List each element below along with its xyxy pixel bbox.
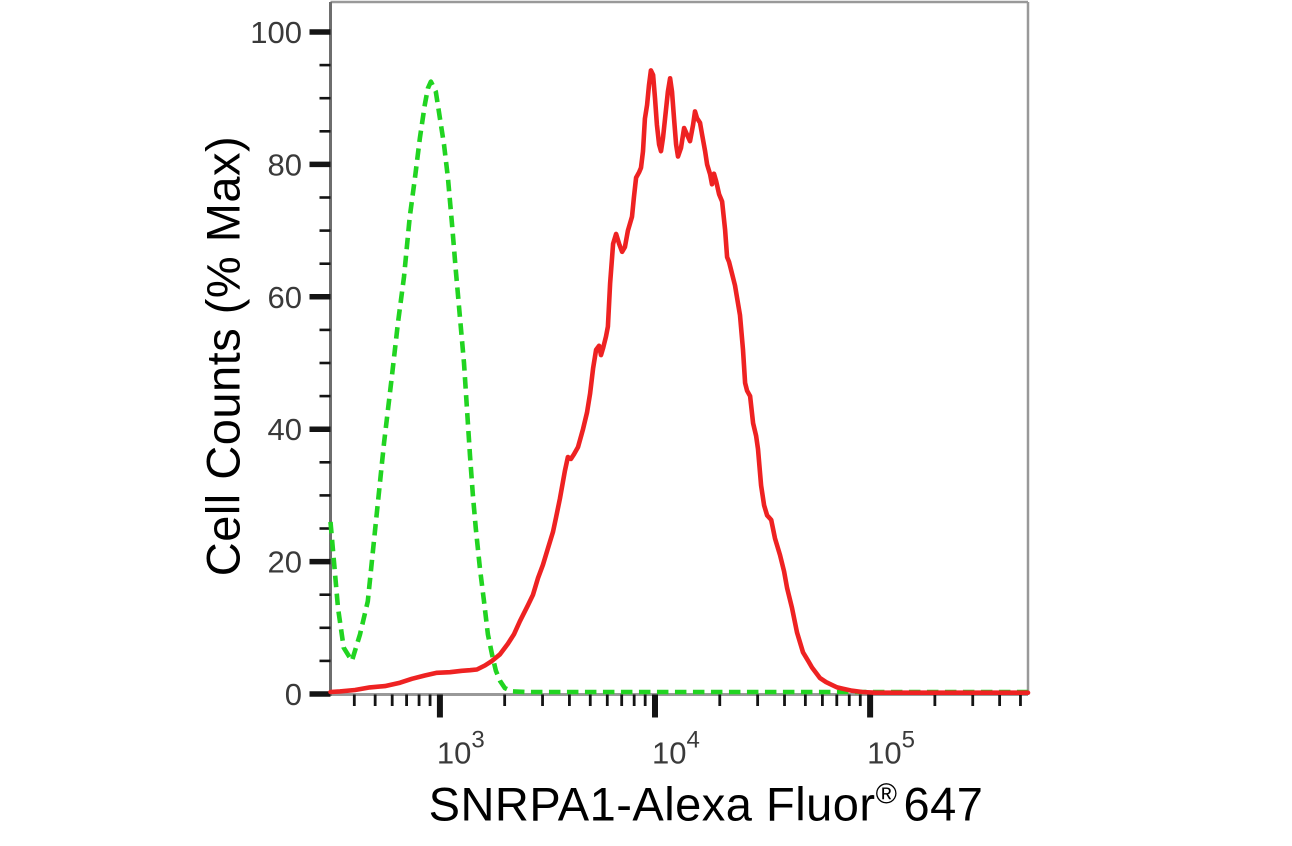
y-axis-title-text: Cell Counts (% Max): [196, 135, 250, 577]
x-axis-title: SNRPA1-Alexa Fluor® 647: [429, 777, 984, 832]
x-tick-label: 104: [652, 727, 700, 771]
y-tick-label: 0: [285, 677, 302, 712]
y-axis-title: Cell Counts (% Max): [196, 136, 251, 576]
x-axis-title-suffix: 647: [903, 777, 984, 831]
y-tick-label: 20: [268, 545, 302, 580]
registered-trademark-symbol: ®: [875, 778, 898, 811]
x-axis-tick-labels: 103 104 105: [437, 727, 915, 771]
plot-frame: [328, 0, 1030, 696]
red-solid-curve: [328, 68, 1031, 696]
y-tick-label: 100: [250, 15, 302, 50]
y-tick-label: 60: [268, 280, 302, 315]
x-axis-title-text: SNRPA1-Alexa Fluor: [428, 777, 876, 831]
y-axis-ticks: [309, 29, 331, 697]
x-axis-ticks: [352, 694, 1022, 718]
x-tick-label: 105: [867, 727, 915, 771]
y-axis-tick-labels: 0 20 40 60 80 100: [250, 15, 302, 712]
x-tick-label: 103: [437, 727, 485, 771]
y-tick-label: 80: [268, 147, 302, 182]
y-tick-label: 40: [268, 412, 302, 447]
green-dashed-curve: [328, 79, 1028, 695]
